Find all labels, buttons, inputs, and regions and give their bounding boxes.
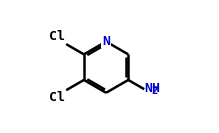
Text: 2: 2 — [152, 86, 158, 96]
Text: N: N — [102, 35, 110, 48]
Text: NH: NH — [145, 82, 161, 95]
Text: Cl: Cl — [49, 91, 65, 104]
Text: Cl: Cl — [49, 30, 65, 43]
